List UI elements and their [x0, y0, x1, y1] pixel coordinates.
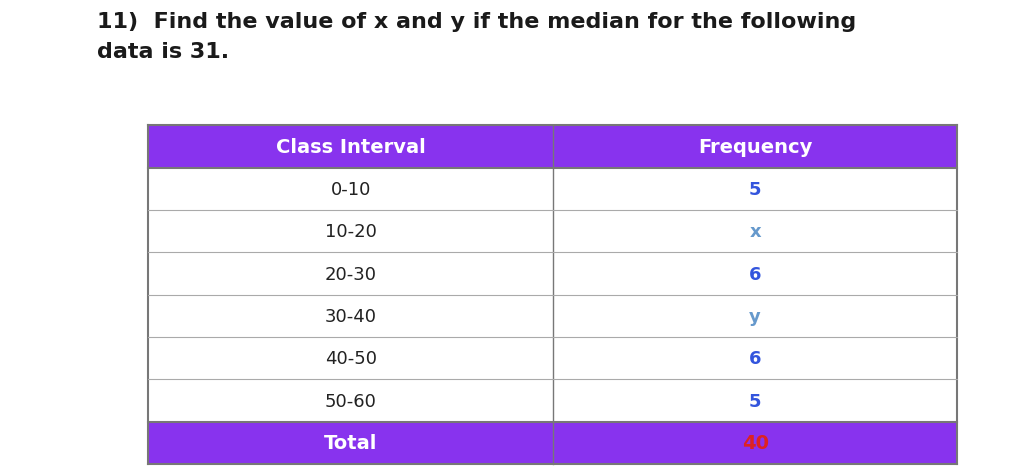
Text: 0-10: 0-10: [331, 180, 371, 198]
Text: 40: 40: [741, 434, 769, 453]
Text: 6: 6: [749, 265, 762, 283]
Text: 10-20: 10-20: [325, 223, 377, 241]
Text: y: y: [750, 307, 761, 325]
Text: 5: 5: [749, 392, 762, 410]
Text: 40-50: 40-50: [325, 349, 377, 367]
Text: 30-40: 30-40: [325, 307, 377, 325]
Text: x: x: [750, 223, 761, 241]
Text: 50-60: 50-60: [325, 392, 377, 410]
Text: 5: 5: [749, 180, 762, 198]
Text: Class Interval: Class Interval: [275, 138, 426, 157]
Text: Frequency: Frequency: [698, 138, 812, 157]
Text: Total: Total: [324, 434, 378, 453]
Text: 6: 6: [749, 349, 762, 367]
Text: 11)  Find the value of x and y if the median for the following
data is 31.: 11) Find the value of x and y if the med…: [97, 12, 856, 61]
Text: 20-30: 20-30: [325, 265, 377, 283]
